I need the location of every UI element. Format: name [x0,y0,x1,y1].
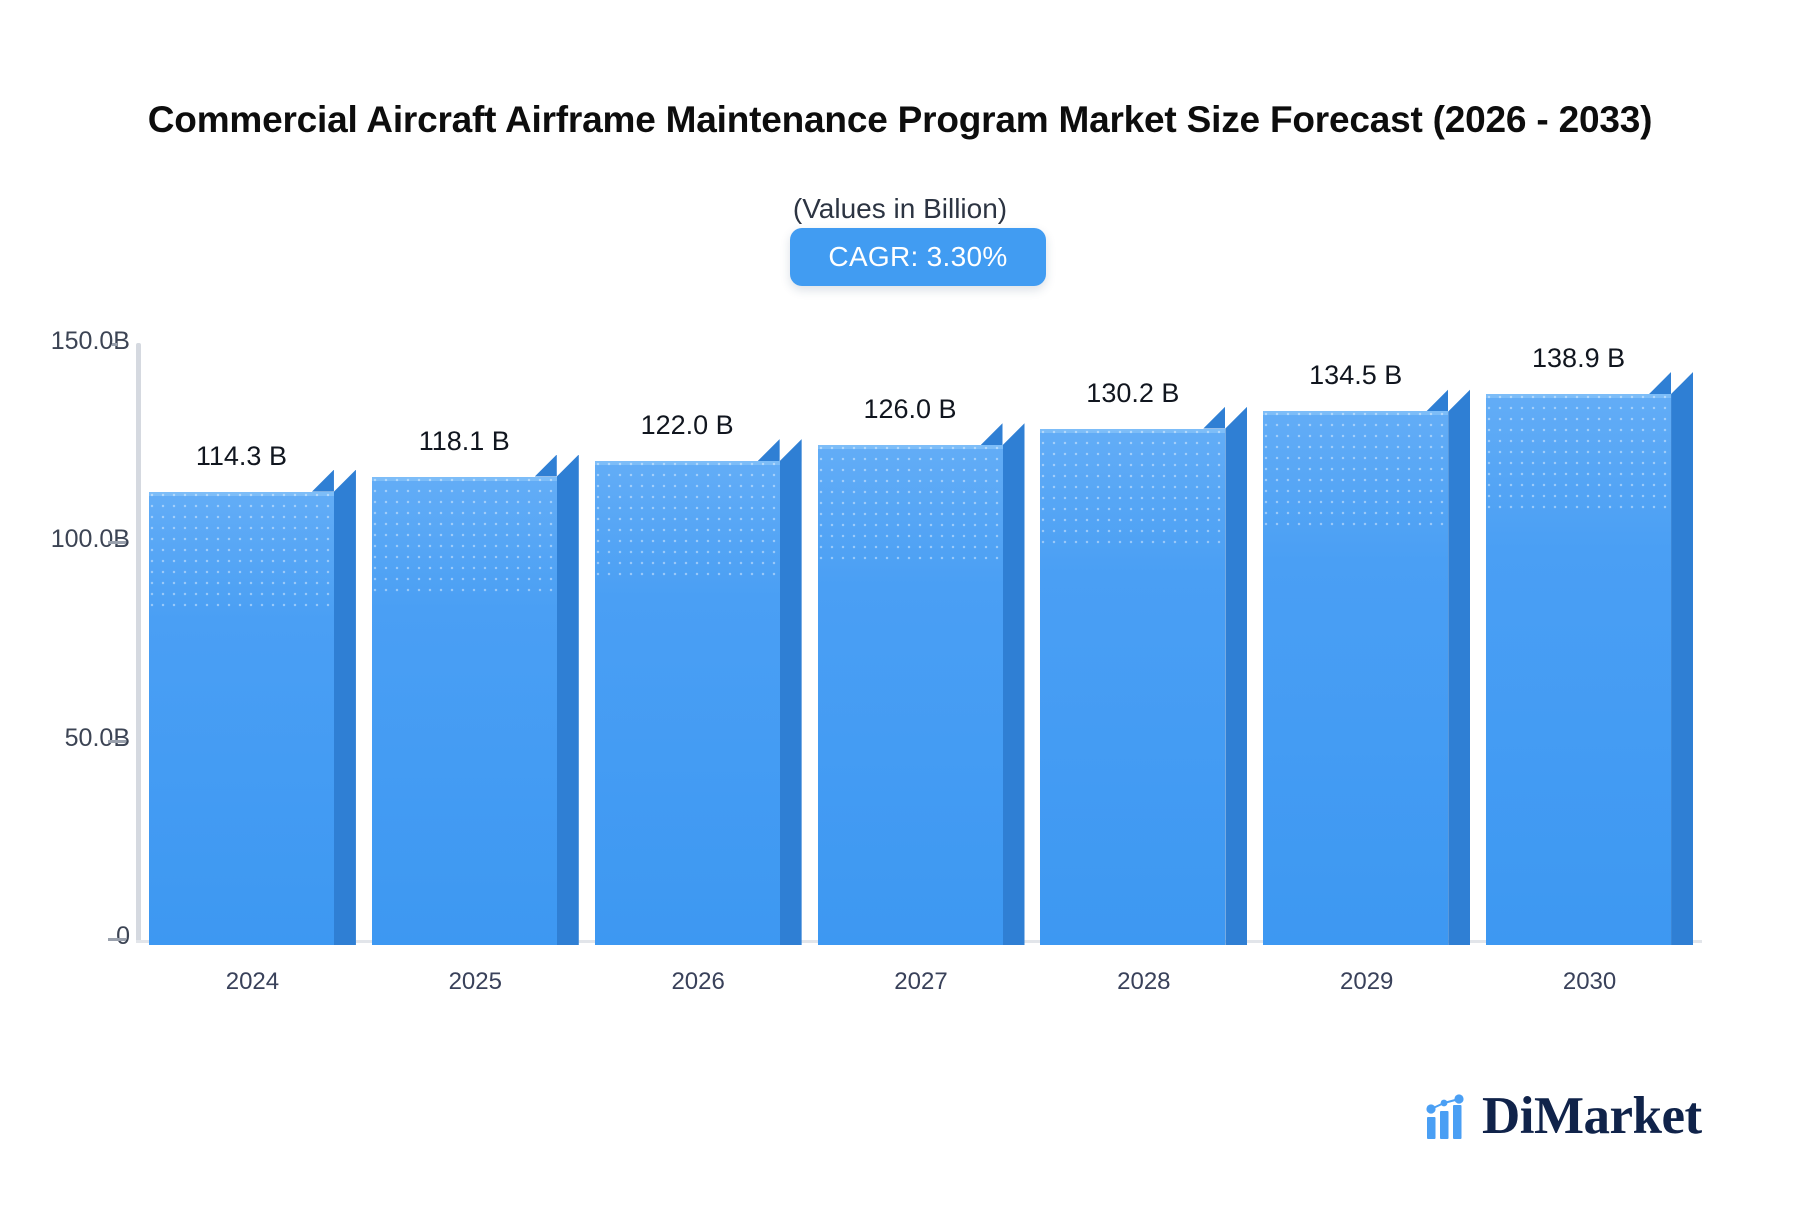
bar-side-face [1448,389,1471,945]
bar-front-face [371,476,557,945]
x-axis-tick-label: 2026 [671,968,725,995]
bar-value-label: 126.0 B [863,394,957,425]
bar-value-label: 114.3 B [195,440,287,471]
x-axis-tick-label: 2030 [1562,968,1617,995]
bar-front-face [1486,394,1672,945]
bar-side-face [333,469,356,945]
bar-texture [148,491,334,612]
bar-side-face [1671,372,1694,945]
cagr-badge-label: CAGR: 3.30% [828,241,1008,272]
y-axis-tick-label: 50.0B [64,723,130,752]
y-axis-tick-mark [108,938,126,941]
x-axis-tick-label: 2024 [225,968,280,995]
bar-top-face [311,469,334,492]
bar-top-edge [594,461,780,466]
bar-front-face [594,461,780,945]
y-axis-tick-label: 100.0B [50,525,130,554]
bar-front-face [1263,411,1449,945]
bar-value-label: 118.1 B [418,425,510,456]
bar-value-label: 134.5 B [1309,360,1403,391]
bar-value-label: 138.9 B [1532,343,1626,374]
bar-2024[interactable] [148,300,356,945]
bar-value-label: 130.2 B [1086,377,1180,408]
bars-layer: 114.3 B 118.1 B 122.0 B 126.0 B 130.2 B 134.5… [141,300,1701,945]
bar-top-edge [817,445,1003,450]
bar-top-face [534,454,557,477]
bar-top-edge [1486,394,1672,399]
x-axis-tick-label: 2027 [894,968,948,995]
y-axis-tick-mark [108,541,126,545]
bar-top-face [1649,372,1672,395]
y-axis-tick-label: 0 [116,922,130,950]
x-axis-tick-label: 2025 [448,968,502,995]
bar-top-edge [1040,428,1226,433]
bar-front-face [817,445,1003,945]
bar-top-face [757,439,780,462]
bar-side-face [1225,406,1248,945]
chart-subtitle: (Values in Billion) [792,193,1008,224]
bar-2026[interactable] [594,300,802,945]
y-axis-tick-label: 150.0B [50,327,130,355]
bar-front-face [1040,428,1226,945]
bar-top-face [1203,406,1226,429]
chart-title: Commercial Aircraft Airframe Maintenance… [147,99,1653,140]
logo-text: DiMarket [1482,1087,1702,1145]
bar-top-edge [1263,411,1449,416]
bar-chart-icon [1426,1093,1464,1139]
bar-texture [594,461,780,582]
x-axis-tick-label: 2029 [1340,968,1394,995]
bar-texture [1486,394,1672,515]
y-axis-tick-mark [108,739,126,743]
bar-front-face [148,491,334,945]
bar-2030[interactable] [1486,300,1694,945]
bar-texture [371,476,557,597]
dimarket-logo: DiMarket [1424,1090,1702,1143]
bar-value-label: 122.0 B [640,410,734,441]
x-axis-tick-label: 2028 [1117,968,1171,995]
cagr-badge: CAGR: 3.30% [790,228,1046,286]
bar-side-face [779,439,802,945]
y-axis-tick-mark [112,343,117,346]
bar-side-face [556,454,579,945]
bar-top-edge [148,491,334,496]
bar-side-face [1002,423,1025,945]
bar-2025[interactable] [371,300,579,945]
bar-top-face [980,423,1003,446]
bar-texture [817,445,1003,566]
bar-texture [1263,411,1449,532]
y-axis-line [136,343,141,943]
bar-texture [1040,428,1226,549]
bar-2029[interactable] [1263,300,1471,945]
bar-top-edge [371,476,557,481]
bar-top-face [1426,389,1449,412]
